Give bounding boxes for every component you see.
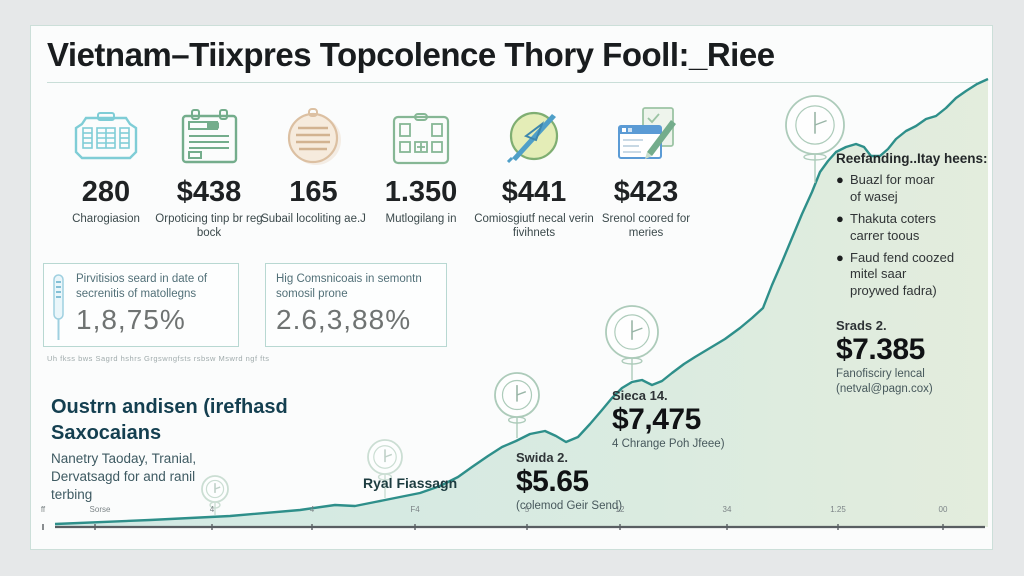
highlight-value: 2.6,3,88%	[276, 303, 412, 335]
section-subtext: Nanetry Taoday, Tranial, Dervatsagd for …	[51, 450, 196, 505]
list-item: ● Buazl for moar of wasej	[836, 172, 988, 206]
stat-label: Subail locoliting ae.J	[261, 213, 366, 225]
annotation-label: Srads 2.	[836, 318, 887, 333]
x-tick-label: 34	[722, 505, 732, 514]
x-tick-label: 1.25	[830, 505, 846, 514]
highlight-box-1: Pirvitisios seard in date of secrenitis …	[43, 263, 239, 347]
key-points-list: Reefanding..Itay heens: ● Buazl for moar…	[836, 151, 988, 305]
section-heading-line2: Saxocaians	[51, 422, 162, 444]
annotation-5-65: Swida 2. $5.65 (colemod Geir Send)	[516, 450, 622, 514]
highlight-box-2: Hig Comsnicoais in semontn somosil prone…	[265, 263, 447, 347]
browser-pencil-icon	[586, 96, 706, 168]
bullet-icon: ●	[836, 172, 844, 187]
stat-item: 165 Subail locoliting ae.J	[251, 96, 376, 226]
list-item-line: Buazl for moar	[850, 172, 935, 187]
page-title: Vietnam–Tiixpres Topcolence Thory Fooll:…	[47, 36, 977, 83]
stat-item: $441 Comiosgiutf necal verin fivihnets	[474, 96, 594, 241]
annotation-caption: Fanofisciry lencal	[836, 368, 925, 380]
x-tick-label: 00	[938, 505, 948, 514]
annotation-value: $5.65	[516, 465, 589, 498]
stat-value: 1.350	[384, 176, 458, 208]
section-heading: Oustrn andisen (irefhasd Saxocaians	[51, 394, 288, 446]
stat-item: 1.350 Mutlogilang in	[366, 96, 476, 226]
annotation-caption: (colemod Geir Send)	[516, 500, 623, 512]
x-tick-label: 4	[209, 505, 215, 514]
bullet-icon: ●	[836, 249, 844, 265]
list-item-line: Faud fend coozed	[850, 249, 955, 265]
x-tick-label: Sorse	[89, 505, 111, 514]
x-tick-label: 12	[615, 505, 625, 514]
annotation-caption: 4 Chrange Poh Jfeee)	[612, 438, 725, 450]
x-tick-label: F4	[410, 505, 420, 514]
annotation-caption: (netval@pagn.cox)	[836, 382, 933, 395]
tablet-icon	[366, 96, 476, 168]
x-tick-label: ff	[40, 505, 46, 514]
list-item: ● Faud fend coozed mitel saar proywed fadr…	[836, 250, 988, 301]
footnote-text: Uh fkss bws Sagrd hshrs Grgswngfsts rsbs…	[47, 354, 270, 363]
highlight-text: Hig Comsnicoais in semontn somosil prone	[276, 273, 422, 300]
list-item-line: mitel saar	[850, 266, 907, 282]
stat-label: Mutlogilang in	[385, 213, 457, 225]
round-calendar-icon	[251, 96, 376, 168]
section-subtext-line2: Dervatsagd for and ranil	[51, 469, 196, 485]
section-subtext-line3: terbing	[51, 487, 93, 503]
stat-label: Comiosgiutf necal verin fivihnets	[474, 213, 594, 240]
annotation-label: Swida 2.	[516, 450, 569, 465]
annotation-value: $7.385	[836, 333, 925, 366]
section-heading-line1: Oustrn andisen (irefhasd	[51, 396, 288, 418]
annotation-7-475: Sieca 14. $7,475 4 Chrange Poh Jfeee)	[612, 388, 725, 452]
highlight-value: 1,8,75%	[76, 303, 186, 335]
highlight-text: Pirvitisios seard in date of secrenitis …	[76, 273, 208, 300]
section-subtext-line1: Nanetry Taoday, Tranial,	[51, 451, 197, 466]
x-tick-label: 5	[524, 505, 530, 514]
annotation-value: $7,475	[612, 403, 701, 436]
stat-value: $441	[501, 176, 567, 208]
chart-region-label: Ryal Fiassagn	[363, 475, 458, 491]
list-item-line: carrer toous	[850, 227, 920, 243]
list-item: ● Thakuta coters carrer toous	[836, 211, 988, 245]
stat-value: $423	[613, 176, 679, 208]
list-item-line: proywed fadra)	[850, 283, 937, 299]
annotation-label: Sieca 14.	[612, 388, 668, 403]
pen-gauge-icon	[53, 274, 65, 347]
list-item-line: Thakuta coters	[850, 210, 936, 226]
stat-item: $423 Srenol coored for meries	[586, 96, 706, 241]
x-tick-label: 4	[309, 505, 315, 514]
list-item-line: of wasej	[850, 188, 898, 204]
bullet-icon: ●	[836, 210, 844, 226]
annotation-7-385: Srads 2. $7.385 Fanofisciry lencal (netv…	[836, 318, 933, 397]
compass-pen-icon	[474, 96, 594, 168]
stat-label: Srenol coored for meries	[601, 213, 691, 240]
list-heading: Reefanding..Itay heens:	[836, 151, 988, 166]
stat-value: 165	[289, 176, 338, 208]
